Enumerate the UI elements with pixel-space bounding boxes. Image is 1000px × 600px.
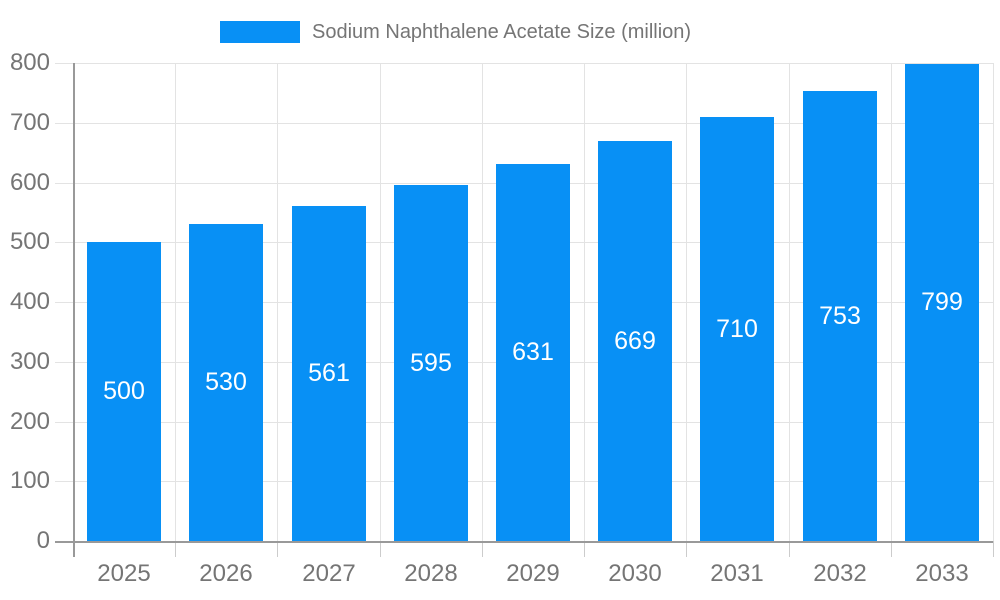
y-axis-tick-label: 300	[9, 348, 50, 375]
bar[interactable]: 595	[394, 185, 468, 541]
bar-value-label: 595	[410, 348, 452, 377]
y-axis-tick-label: 100	[9, 467, 50, 494]
x-axis-tick	[686, 541, 687, 557]
x-gridline	[686, 63, 687, 541]
bar[interactable]: 530	[189, 224, 263, 541]
x-axis-label: 2031	[710, 560, 764, 587]
x-axis-line	[55, 541, 993, 543]
bar[interactable]: 669	[598, 141, 672, 541]
x-axis-label: 2028	[404, 560, 458, 587]
x-gridline	[891, 63, 892, 541]
x-gridline	[482, 63, 483, 541]
x-gridline	[789, 63, 790, 541]
x-axis-tick	[789, 541, 790, 557]
y-gridline	[55, 63, 993, 64]
legend-label: Sodium Naphthalene Acetate Size (million…	[312, 20, 692, 43]
x-gridline	[380, 63, 381, 541]
x-axis-label: 2032	[813, 560, 867, 587]
x-axis-label: 2030	[608, 560, 662, 587]
bar[interactable]: 631	[496, 164, 570, 541]
bar-value-label: 799	[921, 288, 963, 316]
bar[interactable]: 799	[905, 64, 979, 541]
y-axis-tick-label: 800	[9, 49, 50, 76]
bar-value-label: 561	[308, 359, 350, 387]
x-axis-tick	[891, 541, 892, 557]
y-axis-tick-label: 500	[9, 228, 50, 255]
bar[interactable]: 710	[700, 117, 774, 541]
x-axis-tick	[175, 541, 176, 557]
bar-value-label: 669	[614, 326, 656, 355]
x-gridline	[175, 63, 176, 541]
x-axis-tick	[993, 541, 994, 557]
bar-value-label: 530	[205, 368, 247, 396]
y-axis-tick-label: 200	[9, 408, 50, 435]
bar[interactable]: 500	[87, 242, 161, 541]
y-axis-tick-label: 600	[9, 169, 50, 196]
x-gridline	[993, 63, 994, 541]
x-axis-tick	[277, 541, 278, 557]
x-gridline	[277, 63, 278, 541]
y-axis-tick-label: 400	[9, 288, 50, 315]
x-axis-label: 2027	[302, 560, 356, 587]
x-axis-tick	[584, 541, 585, 557]
x-axis-tick	[482, 541, 483, 557]
y-axis-tick-label: 0	[36, 527, 50, 554]
bar-value-label: 631	[512, 338, 554, 366]
y-axis-line	[73, 63, 75, 557]
bar[interactable]: 561	[292, 206, 366, 541]
legend-item[interactable]: Sodium Naphthalene Acetate Size (million…	[220, 18, 691, 46]
bar-value-label: 753	[819, 301, 861, 330]
bar-value-label: 710	[716, 314, 758, 343]
y-gridline	[55, 123, 993, 124]
legend-swatch	[220, 21, 300, 43]
x-axis-label: 2029	[506, 560, 560, 587]
y-axis-tick-label: 700	[9, 109, 50, 136]
x-axis-label: 2033	[915, 560, 969, 587]
x-gridline	[584, 63, 585, 541]
x-axis-label: 2025	[97, 560, 151, 587]
x-axis-label: 2026	[199, 560, 253, 587]
x-axis-tick	[380, 541, 381, 557]
bar-value-label: 500	[103, 377, 145, 405]
bar[interactable]: 753	[803, 91, 877, 541]
